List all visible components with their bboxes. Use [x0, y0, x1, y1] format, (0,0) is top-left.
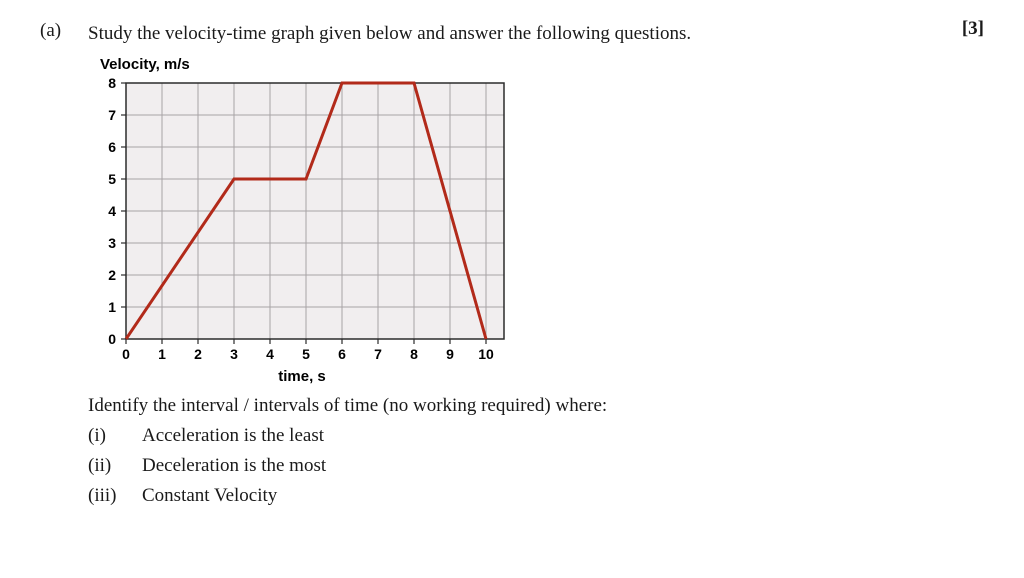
x-axis-title: time, s	[94, 368, 510, 385]
velocity-time-chart: Velocity, m/s 0 1 2 3 4 5 6 7 8 9 10 0 1 2 3 4 5 6 7 8 time…	[94, 56, 984, 385]
svg-text:2: 2	[108, 267, 116, 283]
sub-question-text: Constant Velocity	[142, 481, 277, 511]
svg-text:2: 2	[194, 346, 202, 362]
velocity-time-svg: 0 1 2 3 4 5 6 7 8 9 10 0 1 2 3 4 5 6 7 8	[94, 77, 510, 367]
sub-question-intro: Identify the interval / intervals of tim…	[88, 395, 984, 417]
svg-text:5: 5	[302, 346, 310, 362]
svg-text:8: 8	[410, 346, 418, 362]
question-a: (a) [3] Study the velocity-time graph gi…	[40, 20, 984, 512]
svg-text:0: 0	[108, 331, 116, 347]
svg-text:7: 7	[374, 346, 382, 362]
y-axis-title: Velocity, m/s	[100, 56, 984, 73]
svg-text:6: 6	[108, 139, 116, 155]
question-label: (a)	[40, 20, 70, 42]
question-text: Study the velocity-time graph given belo…	[88, 20, 984, 48]
svg-text:4: 4	[108, 203, 116, 219]
sub-question-text: Acceleration is the least	[142, 421, 324, 451]
svg-text:10: 10	[478, 346, 494, 362]
sub-question-number: (i)	[88, 421, 122, 451]
sub-question: (iii) Constant Velocity	[88, 481, 984, 511]
svg-text:1: 1	[158, 346, 166, 362]
sub-question-list: (i) Acceleration is the least (ii) Decelera…	[88, 421, 984, 512]
svg-text:7: 7	[108, 107, 116, 123]
svg-text:4: 4	[266, 346, 274, 362]
svg-text:8: 8	[108, 77, 116, 91]
svg-text:9: 9	[446, 346, 454, 362]
svg-text:3: 3	[230, 346, 238, 362]
svg-text:6: 6	[338, 346, 346, 362]
sub-question: (ii) Deceleration is the most	[88, 451, 984, 481]
marks-badge: [3]	[962, 18, 984, 40]
svg-text:0: 0	[122, 346, 130, 362]
svg-text:3: 3	[108, 235, 116, 251]
sub-question-text: Deceleration is the most	[142, 451, 326, 481]
svg-text:5: 5	[108, 171, 116, 187]
sub-question: (i) Acceleration is the least	[88, 421, 984, 451]
sub-question-number: (iii)	[88, 481, 122, 511]
sub-question-number: (ii)	[88, 451, 122, 481]
question-body: [3] Study the velocity-time graph given …	[88, 20, 984, 512]
svg-text:1: 1	[108, 299, 116, 315]
